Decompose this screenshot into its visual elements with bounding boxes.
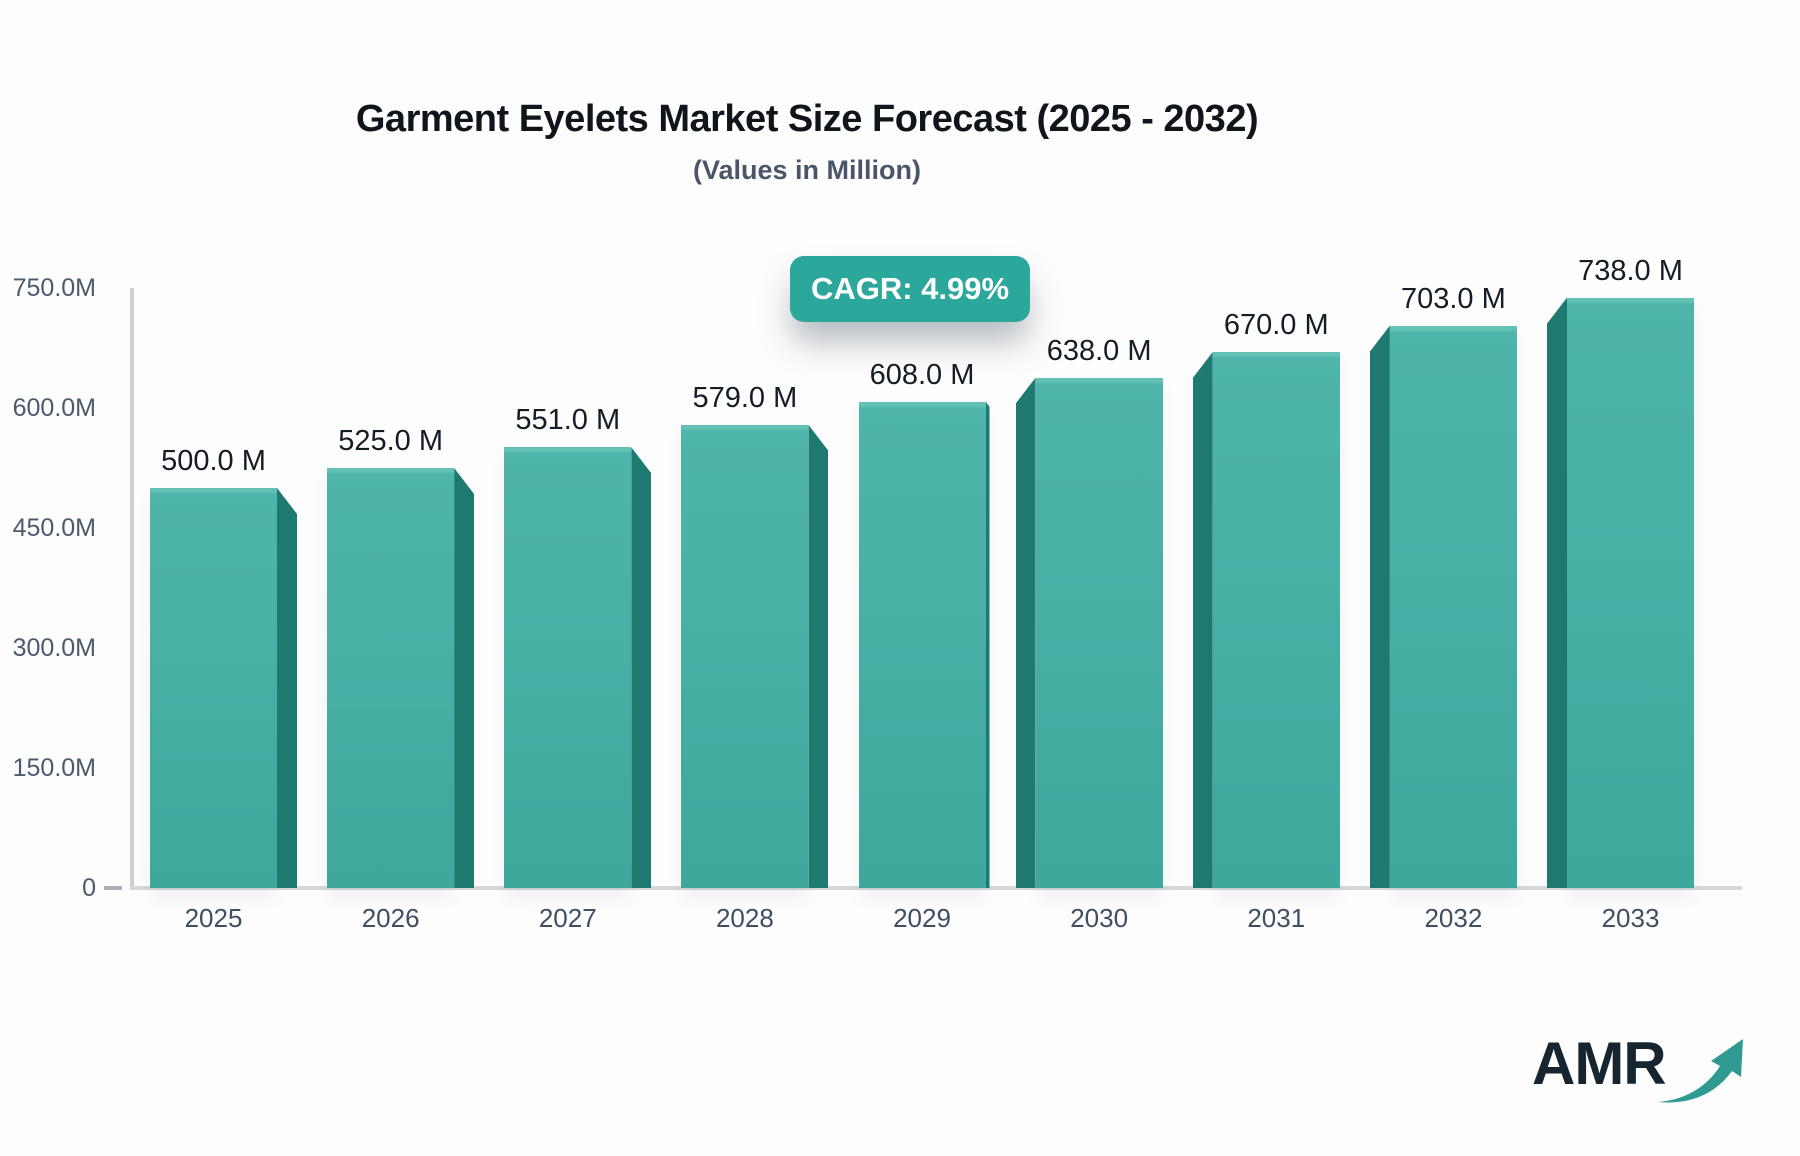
y-axis-label-0: 0 (82, 874, 96, 902)
bar-value-label-2032: 703.0 M (1400, 282, 1506, 315)
bar-side-2032 (1369, 325, 1390, 888)
bar-face-2025[interactable] (150, 488, 277, 888)
amr-logo: AMR (1532, 1032, 1756, 1108)
bar-side-2029 (985, 401, 990, 888)
y-axis-tick-mark (104, 886, 122, 890)
chart-title: Garment Eyelets Market Size Forecast (20… (355, 98, 1259, 140)
cagr-badge: CAGR: 4.99% (790, 256, 1030, 322)
bar-side-2027 (631, 447, 652, 888)
bar-face-2031[interactable] (1212, 352, 1340, 888)
x-axis-label-2033: 2033 (1601, 903, 1660, 933)
bar-value-label-2031: 670.0 M (1223, 309, 1329, 341)
bar-side-2030 (1015, 377, 1036, 888)
bar-face-2028[interactable] (681, 424, 809, 888)
bar-face-2030[interactable] (1035, 377, 1163, 888)
cagr-badge-label: CAGR: 4.99% (810, 271, 1010, 306)
bar-value-label-2033: 738.0 M (1578, 254, 1683, 287)
x-axis-label-2029: 2029 (893, 903, 951, 933)
bar-side-2028 (808, 424, 829, 888)
bar-side-2031 (1192, 352, 1213, 888)
bar-value-label-2030: 638.0 M (1046, 334, 1152, 367)
chart-subtitle: (Values in Million) (692, 155, 922, 185)
x-axis-label-2028: 2028 (715, 903, 774, 933)
bar-value-label-2029: 608.0 M (869, 358, 975, 391)
x-axis-label-2026: 2026 (361, 903, 420, 933)
x-axis-label-2032: 2032 (1424, 903, 1483, 933)
bar-side-2025 (277, 488, 297, 888)
y-axis-label-300.0M: 300.0M (12, 634, 96, 662)
bar-face-2027[interactable] (504, 447, 632, 888)
amr-logo-text: AMR (1532, 1030, 1667, 1097)
chart-header: Garment Eyelets Market Size Forecast (20… (0, 98, 1614, 186)
bar-side-2033 (1547, 297, 1567, 888)
y-axis-line (130, 288, 134, 888)
bar-face-2026[interactable] (327, 468, 455, 888)
x-axis-label-2031: 2031 (1247, 903, 1306, 933)
y-axis-label-600.0M: 600.0M (12, 394, 96, 422)
y-axis-label-750.0M: 750.0M (12, 274, 96, 302)
bar-value-label-2025: 500.0 M (161, 445, 266, 477)
x-axis-label-2030: 2030 (1070, 903, 1129, 933)
bar-value-label-2027: 551.0 M (515, 404, 621, 437)
x-axis-label-2027: 2027 (538, 903, 597, 933)
bar-face-2032[interactable] (1389, 325, 1517, 888)
bar-face-2029[interactable] (858, 401, 986, 888)
bar-face-2033[interactable] (1567, 297, 1694, 888)
bar-value-label-2028: 579.0 M (692, 381, 798, 414)
y-axis-label-150.0M: 150.0M (12, 754, 96, 782)
bar-side-2026 (454, 468, 475, 888)
x-axis-label-2025: 2025 (184, 903, 243, 933)
bar-value-label-2026: 525.0 M (338, 425, 444, 457)
y-axis-label-450.0M: 450.0M (12, 514, 96, 542)
growth-arrow-icon (1657, 1039, 1743, 1103)
x-axis-line (130, 886, 1742, 890)
